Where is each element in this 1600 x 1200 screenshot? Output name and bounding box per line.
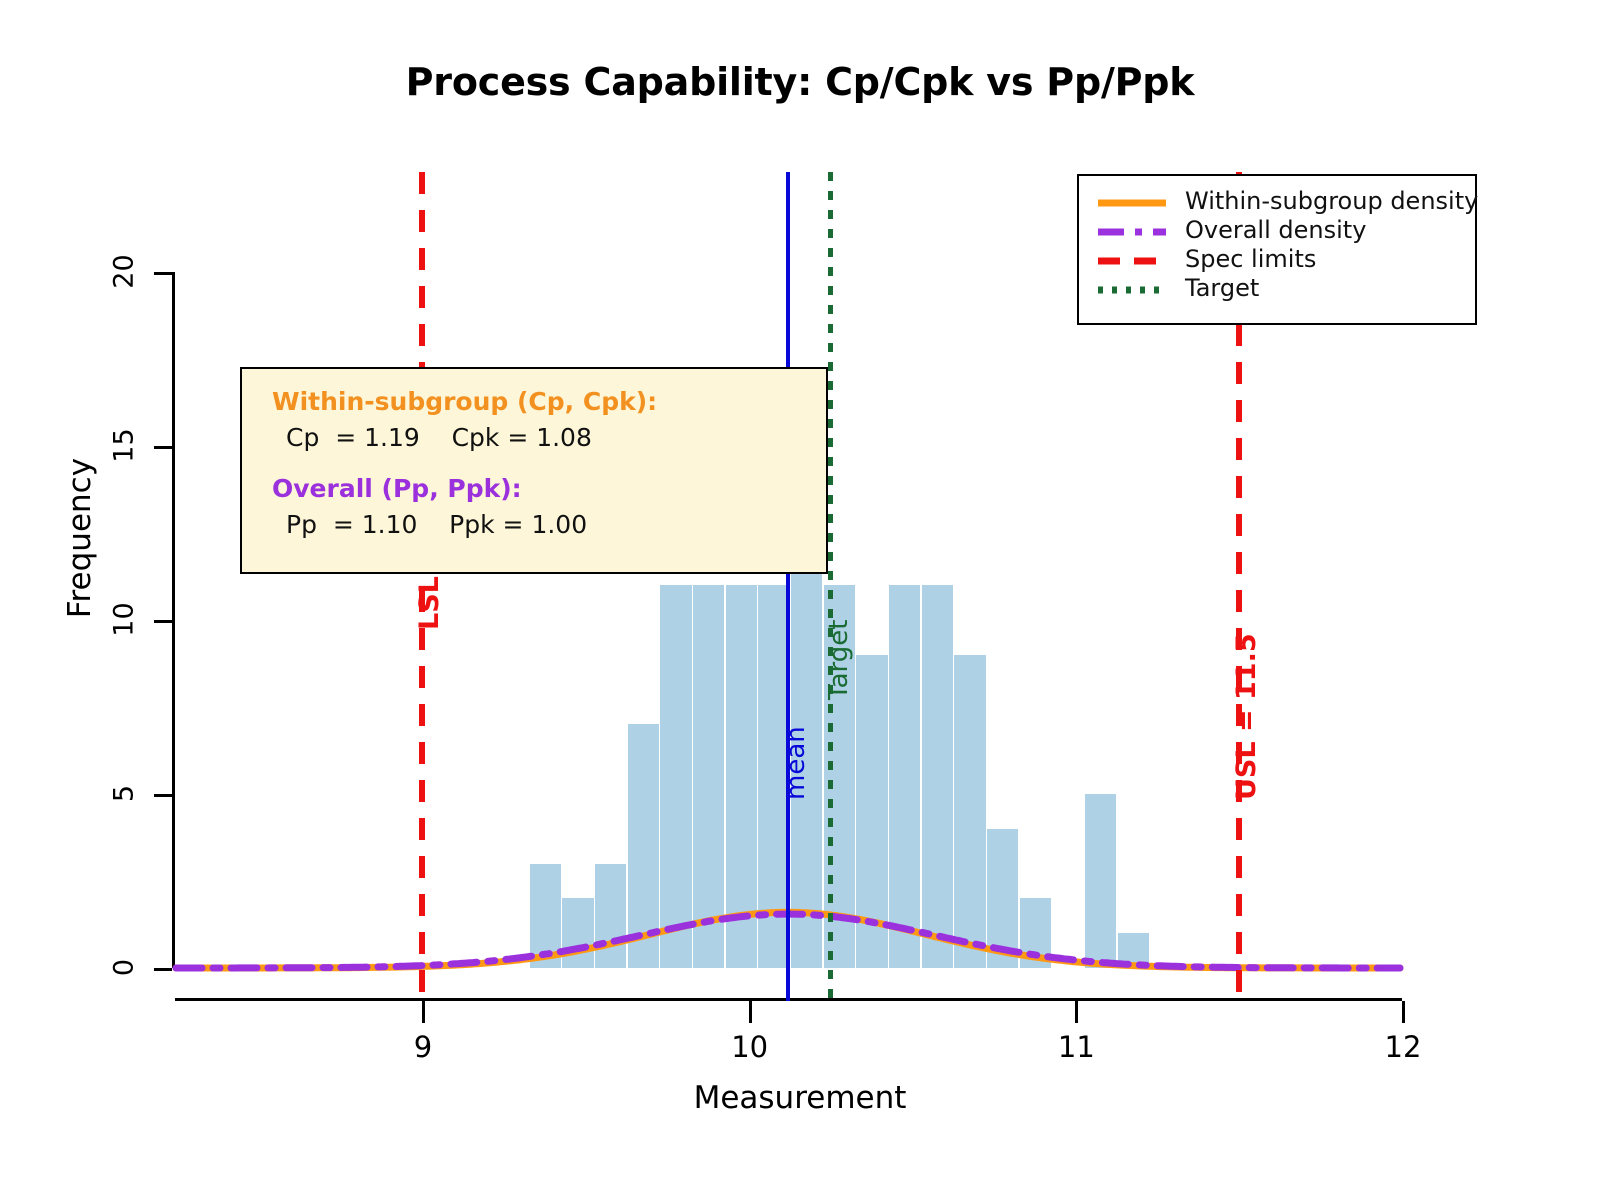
legend-item: Target (1093, 273, 1461, 302)
table-row (921, 585, 953, 968)
x-tick-label: 9 (413, 1030, 433, 1064)
target-line-label: Target (824, 619, 855, 700)
table-row (791, 550, 823, 968)
legend-key-line (1098, 199, 1166, 206)
x-tick-label: 12 (1384, 1030, 1422, 1064)
x-tick (1075, 1001, 1079, 1023)
x-tick (748, 1001, 752, 1023)
table-row (1019, 898, 1051, 968)
table-row (987, 828, 1019, 968)
x-tick (422, 1001, 425, 1023)
x-axis-label: Measurement (693, 1080, 907, 1116)
legend-item-label: Target (1185, 273, 1260, 302)
table-row (725, 585, 757, 968)
y-tick (154, 446, 172, 449)
chart-legend: Within-subgroup density Overall density … (1077, 174, 1478, 325)
overall-heading: Overall (Pp, Ppk): (272, 474, 522, 504)
chart-title: Process Capability: Cp/Cpk vs Pp/Ppk (405, 60, 1195, 104)
table-row (562, 898, 594, 968)
table-row (529, 863, 561, 968)
y-tick (154, 620, 172, 623)
legend-item-label: Spec limits (1185, 244, 1317, 273)
table-row (693, 585, 725, 968)
legend-item-label: Overall density (1185, 215, 1367, 244)
y-tick (154, 968, 172, 971)
legend-item: Overall density (1093, 215, 1461, 244)
table-row (758, 585, 790, 968)
y-tick-label: 0 (108, 958, 140, 977)
table-row (1085, 794, 1117, 968)
y-tick-label: 20 (108, 254, 140, 289)
x-tick-label: 11 (1057, 1030, 1095, 1064)
y-axis-label: Frequency (62, 457, 98, 619)
legend-key-line (1098, 286, 1166, 293)
within-subgroup-heading: Within-subgroup (Cp, Cpk): (272, 387, 658, 416)
legend-item-label: Within-subgroup density (1185, 186, 1479, 215)
y-tick-label: 5 (108, 784, 140, 803)
legend-item: Within-subgroup density (1093, 186, 1478, 215)
legend-swatch (1093, 246, 1171, 272)
y-axis-line (172, 272, 175, 968)
x-tick (1402, 1001, 1405, 1023)
legend-swatch (1093, 217, 1171, 243)
usl-line-label: USL = 11.5 (1230, 633, 1262, 800)
legend-swatch (1093, 188, 1171, 214)
table-row (660, 585, 692, 968)
mean-line-label: mean (780, 726, 811, 800)
x-tick-label: 10 (731, 1030, 769, 1064)
legend-key-line (1098, 228, 1166, 235)
y-tick (154, 272, 172, 275)
within-subgroup-values: Cp = 1.19 Cpk = 1.08 (286, 422, 592, 452)
table-row (627, 724, 659, 968)
y-tick-label: 15 (108, 428, 140, 463)
table-row (954, 654, 986, 968)
lsl-line-label: LSL (414, 576, 445, 630)
legend-swatch (1093, 275, 1171, 301)
mean-line (785, 172, 790, 1001)
y-tick-label: 10 (108, 602, 140, 637)
legend-item: Spec limits (1093, 244, 1461, 273)
lsl-line (419, 172, 425, 1001)
capability-stats-box: Within-subgroup (Cp, Cpk): Cp = 1.19 Cpk… (240, 367, 828, 574)
table-row (1117, 933, 1149, 968)
table-row (856, 654, 888, 968)
overall-values: Pp = 1.10 Ppk = 1.00 (286, 510, 588, 539)
y-tick (154, 794, 172, 797)
table-row (889, 585, 921, 968)
target-line (827, 172, 833, 1001)
table-row (595, 863, 627, 968)
usl-line (1235, 172, 1242, 1001)
legend-key-line (1098, 257, 1166, 264)
